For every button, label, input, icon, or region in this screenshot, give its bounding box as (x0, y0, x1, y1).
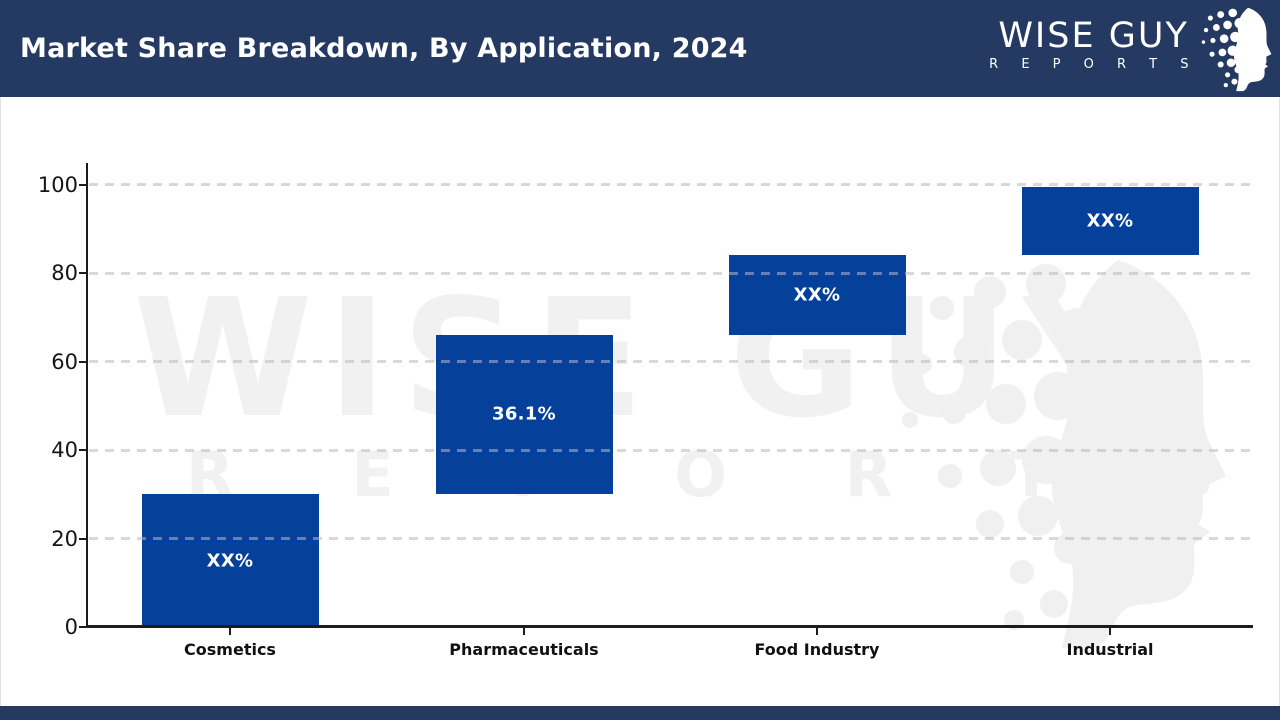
bar-cosmetics: XX% (141, 494, 319, 627)
x-axis-label-cosmetics: Cosmetics (184, 640, 276, 659)
left-border-line (0, 97, 1, 706)
y-tick-mark (79, 183, 86, 186)
logo-wordmark-top: WISE GUY (998, 16, 1189, 56)
x-tick-mark (816, 628, 818, 635)
gridline-40 (89, 448, 1252, 452)
gridline-20 (89, 537, 1252, 540)
y-tick-label: 40 (51, 438, 78, 462)
watermark-dotted-head (902, 260, 1226, 648)
wise-guy-reports-logo: WISE GUY R E P O R T S (989, 4, 1272, 94)
bar-pharmaceuticals: 36.1% (435, 334, 613, 495)
y-tick-label: 80 (51, 261, 78, 285)
bar-value-label: XX% (793, 284, 841, 306)
y-tick-label: 100 (37, 172, 78, 197)
y-tick-label: 60 (51, 349, 78, 374)
chart-title: Market Share Breakdown, By Application, … (20, 33, 748, 64)
gridline-60 (89, 360, 1252, 363)
y-tick-label: 0 (64, 615, 78, 639)
logo-wordmark-bottom: R E P O R T S (989, 57, 1198, 72)
bar-food-industry: XX% (728, 255, 906, 335)
gridline-80 (89, 271, 1252, 275)
x-tick-mark (1109, 628, 1111, 635)
y-tick-mark (79, 626, 86, 628)
y-tick-mark (79, 272, 86, 274)
y-axis-spine (86, 163, 88, 627)
footer-band (0, 706, 1280, 720)
x-axis-label-industrial: Industrial (1066, 640, 1154, 659)
y-tick-label: 20 (51, 526, 78, 551)
y-tick-mark (79, 537, 86, 540)
y-tick-mark (79, 449, 86, 451)
bar-industrial: XX% (1021, 187, 1199, 256)
x-tick-mark (523, 628, 525, 635)
x-axis-label-pharmaceuticals: Pharmaceuticals (449, 640, 599, 659)
x-tick-mark (229, 628, 231, 635)
x-axis-label-food-industry: Food Industry (754, 640, 880, 659)
dotted-head-logo-icon (1201, 7, 1272, 92)
bar-value-label: 36.1% (492, 403, 556, 425)
bar-value-label: XX% (206, 550, 254, 572)
x-axis-spine (86, 625, 1253, 628)
bar-value-label: XX% (1086, 210, 1134, 232)
logo-wordmark: WISE GUY R E P O R T S (989, 18, 1198, 74)
header-band: Market Share Breakdown, By Application, … (0, 0, 1280, 97)
gridline-100 (89, 183, 1252, 186)
y-tick-mark (79, 360, 86, 363)
